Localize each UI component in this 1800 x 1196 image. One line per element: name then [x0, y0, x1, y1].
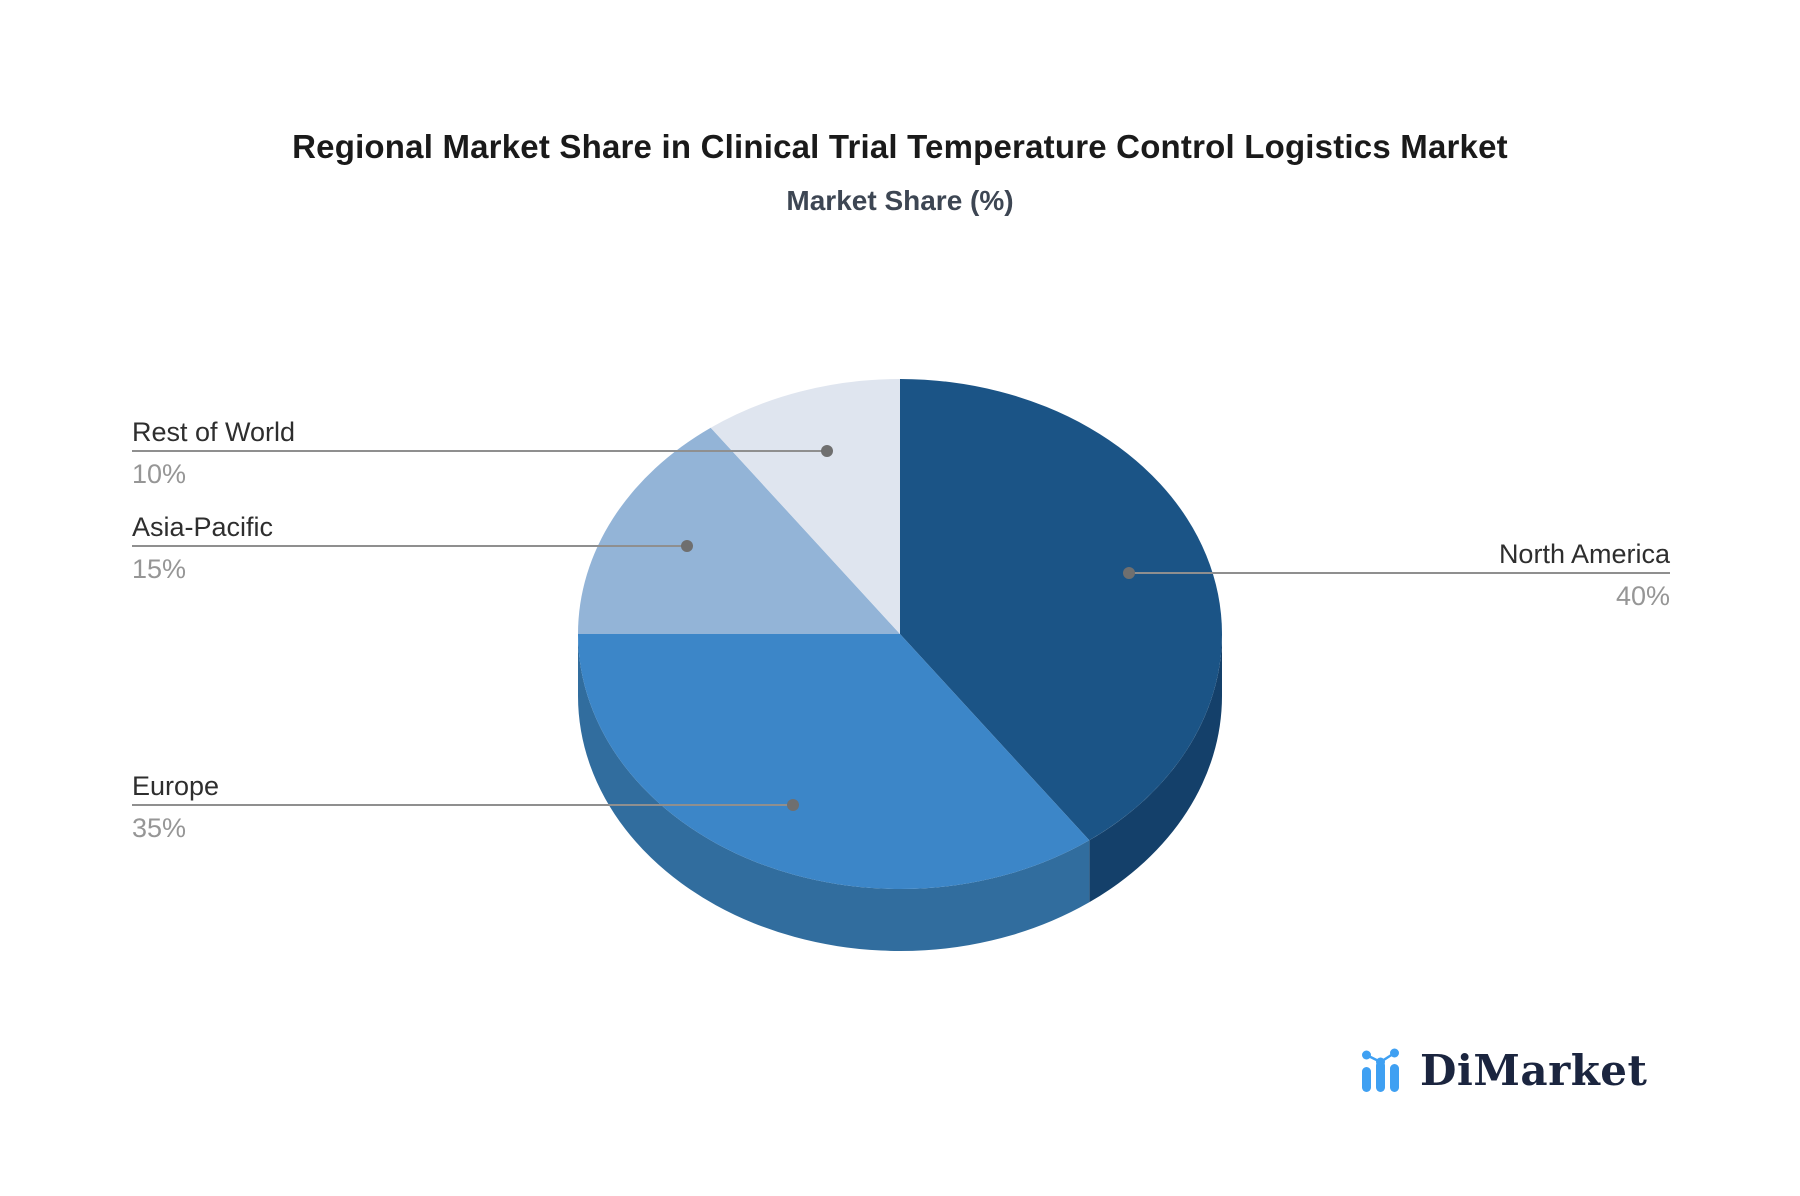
pie-rim-north-america [1089, 634, 1222, 903]
pie-label-name: Europe [132, 771, 220, 801]
leader-dot-rest-of-world [821, 445, 833, 457]
pie-label-rest-of-world: Rest of World 10% [132, 417, 295, 489]
leader-dot-europe [787, 799, 799, 811]
pie-rim-europe [578, 634, 1090, 951]
bar-chart-with-trend-dots-icon [1362, 1048, 1399, 1092]
pie-slice-north-america [900, 379, 1222, 841]
pie-slice-europe [578, 634, 1090, 890]
pie-label-name: North America [1498, 539, 1670, 569]
pie-label-north-america: North America 40% [1499, 539, 1670, 611]
pie-label-name: Asia-Pacific [132, 512, 274, 542]
pie-label-europe: Europe 35% [132, 771, 219, 843]
leader-dot-asia-pacific [681, 540, 693, 552]
pie-slice-asia-pacific [578, 427, 900, 634]
pie-label-asia-pacific: Asia-Pacific 15% [132, 512, 273, 584]
chart-title: Regional Market Share in Clinical Trial … [292, 128, 1508, 165]
logo-text: DiMarket [1420, 1046, 1648, 1095]
pie-label-value: 15% [132, 554, 187, 584]
pie-slice-rest-of-world [710, 379, 900, 634]
pie-label-value: 40% [1615, 581, 1670, 611]
pie-label-value: 35% [132, 813, 187, 843]
leader-dot-north-america [1123, 567, 1135, 579]
pie-label-name: Rest of World [132, 417, 296, 447]
dimarket-logo: DiMarket [1362, 1042, 1647, 1094]
chart-subtitle: Market Share (%) [786, 185, 1014, 216]
pie-label-value: 10% [132, 459, 187, 489]
